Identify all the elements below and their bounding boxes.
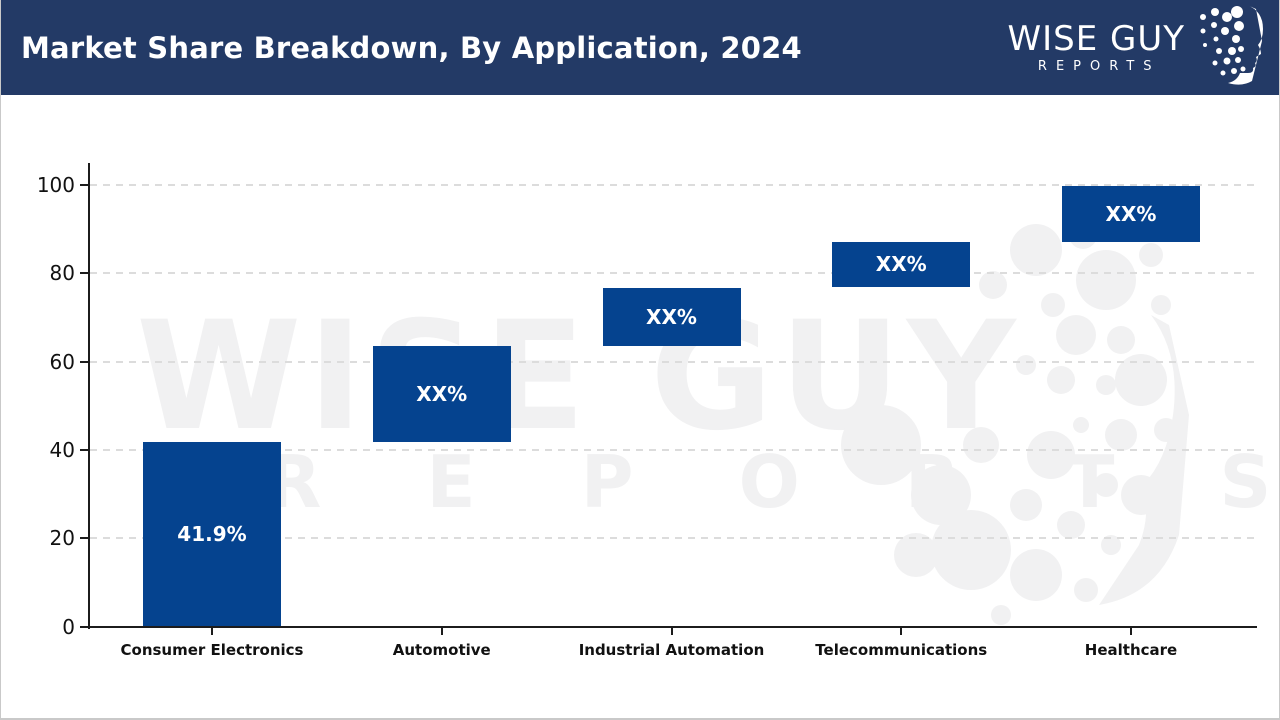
x-tick-mark-healthcare	[1130, 628, 1132, 635]
x-category-label-automotive: Automotive	[392, 641, 491, 659]
bar-consumer-electronics: 41.9%	[143, 441, 281, 627]
header-band: Market Share Breakdown, By Application, …	[1, 0, 1279, 95]
bar-value-label-automotive: XX%	[416, 381, 468, 406]
x-tick-mark-automotive	[440, 628, 443, 635]
bar-value-label-industrial-automation: XX%	[646, 305, 697, 330]
x-tick-mark-telecommunications	[900, 628, 903, 635]
x-tick-mark-consumer-electronics	[211, 628, 213, 635]
x-category-label-telecommunications: Telecommunications	[815, 641, 988, 659]
page-title: Market Share Breakdown, By Application, …	[21, 30, 802, 65]
gridline-60	[90, 360, 1257, 363]
x-tick-mark-industrial-automation	[670, 628, 673, 635]
gridline-40	[90, 448, 1257, 451]
bar-healthcare: XX%	[1062, 185, 1200, 243]
y-tick-mark-80	[80, 272, 88, 275]
gridline-80	[90, 272, 1257, 275]
wiseguy-logo: WISE GUY REPORTS	[1007, 3, 1267, 93]
logo-wordmark-line1: WISE GUY	[1007, 19, 1185, 59]
y-tick-label-40: 40	[49, 437, 75, 462]
x-category-label-healthcare: Healthcare	[1084, 641, 1178, 659]
y-tick-mark-40	[80, 448, 88, 451]
gridline-100	[90, 184, 1257, 186]
x-axis-line	[87, 626, 1257, 628]
chart-plot-area: 0 20 40 60 80 100 Consumer Electronics Automot…	[1, 95, 1279, 718]
y-tick-label-60: 60	[49, 349, 75, 374]
y-tick-mark-0	[80, 625, 88, 628]
y-tick-label-80: 80	[49, 261, 75, 286]
bar-value-label-consumer-electronics: 41.9%	[177, 521, 247, 546]
y-tick-mark-60	[80, 360, 88, 363]
bar-automotive: XX%	[372, 346, 511, 442]
wiseguy-logo-text: WISE GUY REPORTS	[1007, 21, 1185, 74]
x-category-label-industrial-automation: Industrial Automation	[578, 641, 765, 659]
y-tick-label-20: 20	[49, 526, 75, 551]
y-tick-mark-20	[80, 537, 88, 540]
bar-value-label-healthcare: XX%	[1105, 202, 1157, 227]
bar-value-label-telecommunications: XX%	[875, 252, 927, 277]
y-tick-mark-100	[80, 184, 88, 186]
bar-telecommunications: XX%	[832, 242, 971, 287]
wiseguy-logo-face-icon	[1189, 3, 1267, 93]
x-category-label-consumer-electronics: Consumer Electronics	[120, 641, 304, 659]
gridline-20	[90, 537, 1257, 540]
logo-wordmark-line2: REPORTS	[1037, 59, 1161, 74]
y-tick-label-0: 0	[62, 614, 75, 639]
y-axis-line	[88, 163, 90, 629]
y-tick-label-100: 100	[36, 173, 75, 197]
bar-industrial-automation: XX%	[602, 288, 741, 347]
